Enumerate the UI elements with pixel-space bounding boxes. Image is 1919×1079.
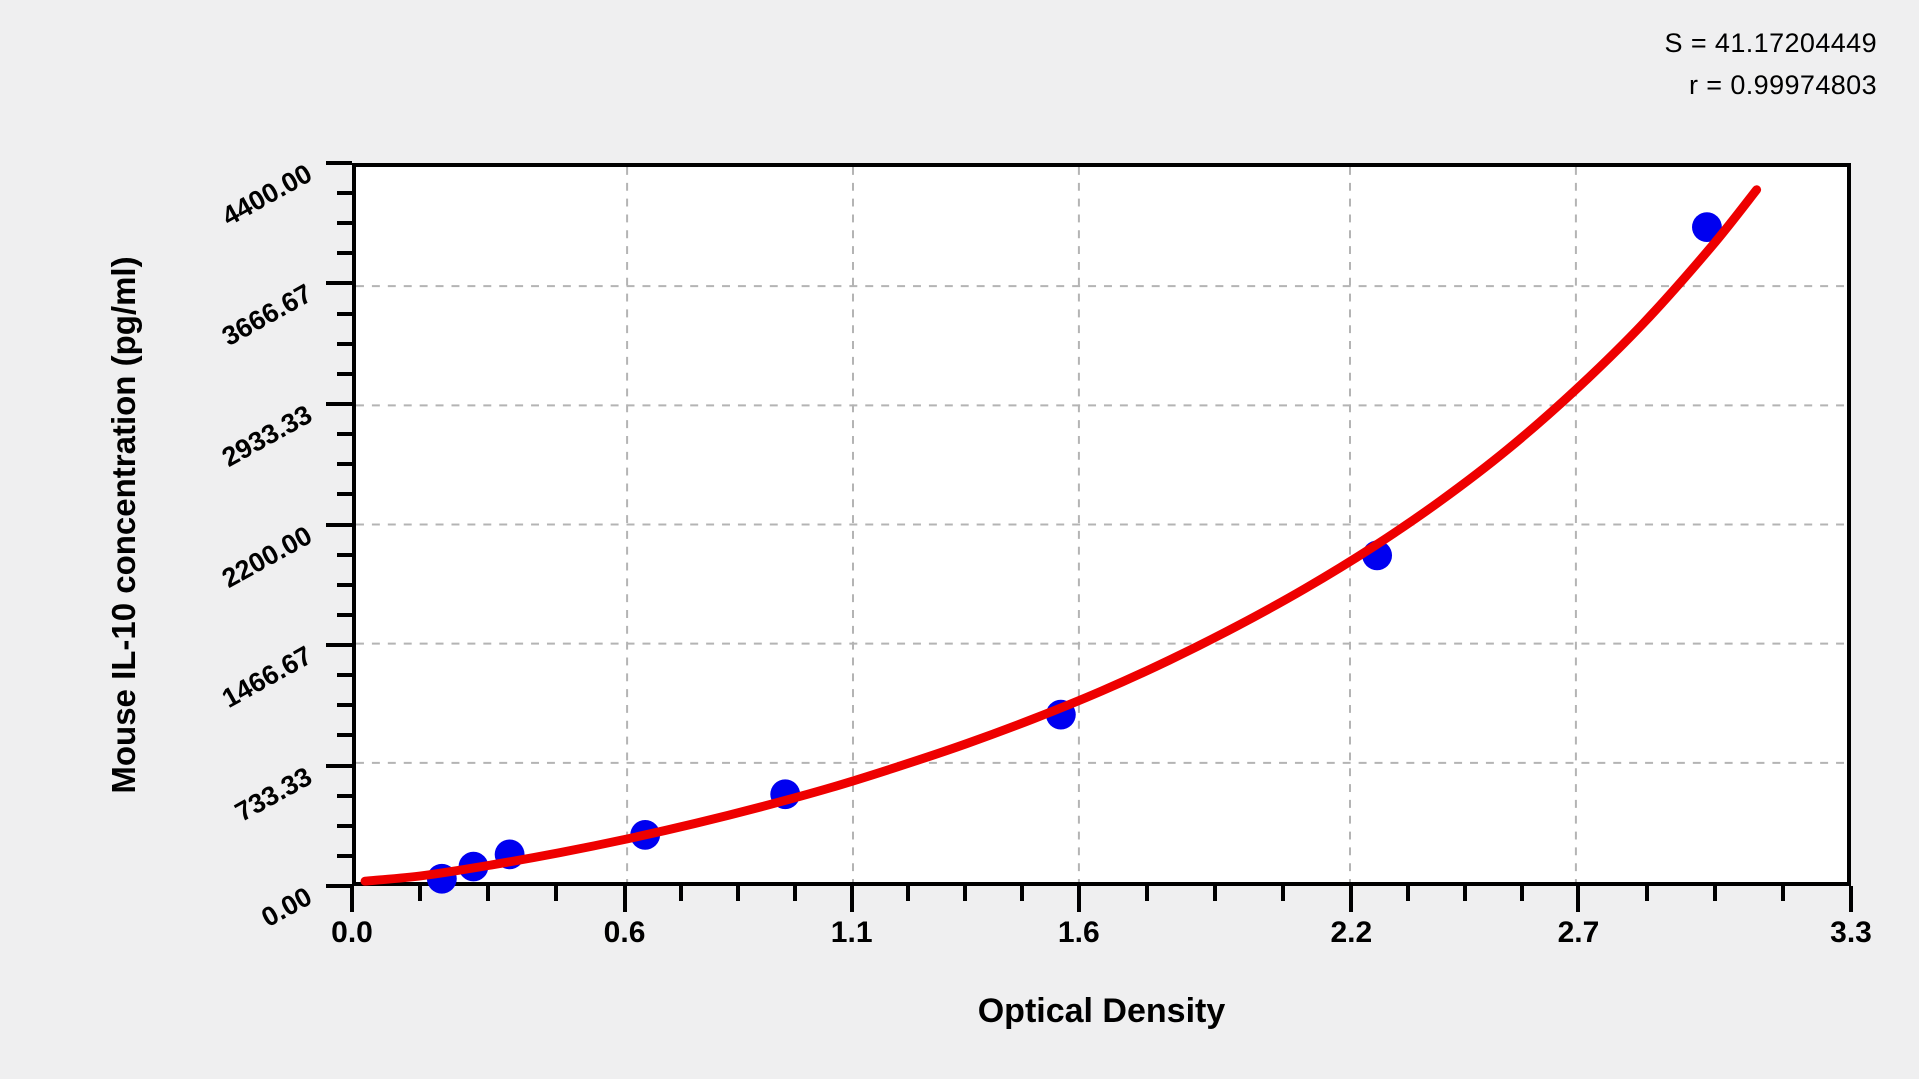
y-tick-label: 0.00 — [256, 881, 318, 933]
y-tick-minor — [337, 492, 352, 497]
y-tick-minor — [337, 823, 352, 828]
x-tick-label: 1.6 — [1057, 916, 1100, 949]
y-tick-major — [326, 522, 352, 527]
y-tick-minor — [337, 853, 352, 858]
x-tick-minor — [418, 886, 423, 901]
x-tick-minor — [1644, 886, 1649, 901]
x-tick-minor — [792, 886, 797, 901]
y-tick-label: 733.33 — [230, 760, 318, 827]
x-tick-minor — [1462, 886, 1467, 901]
x-axis-title: Optical Density — [977, 992, 1226, 1030]
y-tick-minor — [337, 341, 352, 346]
x-tick-minor — [1519, 886, 1524, 901]
x-tick-major — [1849, 886, 1853, 912]
x-tick-minor — [679, 886, 684, 901]
data-point — [1692, 212, 1722, 242]
x-tick-label: 2.2 — [1330, 916, 1373, 949]
data-layer — [360, 185, 1762, 894]
y-tick-major — [326, 161, 352, 165]
grid-lines — [356, 167, 1847, 882]
plot-area — [352, 163, 1851, 894]
fit-curve — [360, 185, 1762, 886]
y-tick-minor — [337, 703, 352, 708]
x-tick-minor — [554, 886, 559, 901]
x-tick-major — [1576, 886, 1581, 912]
x-axis-tick-labels: 0.0 0.6 1.1 1.6 2.2 2.7 3.3 — [331, 916, 1872, 966]
x-tick-label: 2.7 — [1557, 916, 1600, 949]
x-tick-label: 0.0 — [331, 916, 373, 949]
x-tick-minor — [1020, 886, 1024, 901]
y-tick-major — [326, 402, 352, 406]
statistic-r-label: r = 0.99974803 — [1688, 70, 1877, 100]
x-tick-major — [1076, 886, 1081, 912]
x-tick-label: 3.3 — [1830, 916, 1872, 949]
y-tick-major — [326, 884, 352, 888]
x-tick-minor — [906, 886, 911, 901]
y-tick-label: 1466.67 — [217, 640, 318, 714]
y-tick-label: 2933.33 — [217, 399, 318, 473]
x-tick-minor — [1780, 886, 1785, 901]
x-tick-major — [622, 886, 627, 912]
y-tick-minor — [337, 251, 352, 256]
x-tick-minor — [1712, 886, 1717, 901]
x-tick-label: 1.1 — [830, 916, 873, 949]
y-tick-minor — [337, 221, 352, 226]
x-tick-minor — [486, 886, 491, 901]
x-tick-major — [849, 886, 854, 912]
x-tick-major — [1349, 886, 1354, 912]
x-tick-minor — [1281, 886, 1286, 901]
y-tick-minor — [337, 733, 352, 738]
x-tick-minor — [1144, 886, 1149, 901]
y-tick-minor — [337, 673, 352, 678]
x-tick-major — [350, 886, 354, 912]
y-tick-label: 2200.00 — [217, 519, 318, 594]
x-tick-minor — [963, 886, 968, 901]
x-tick-minor — [1213, 886, 1218, 901]
y-tick-minor — [337, 191, 352, 196]
x-tick-minor — [1406, 886, 1411, 901]
y-tick-minor — [337, 432, 352, 437]
statistic-s-label: S = 41.17204449 — [1664, 28, 1877, 58]
y-tick-minor — [337, 793, 352, 798]
y-tick-minor — [337, 462, 352, 467]
y-tick-minor — [337, 582, 352, 587]
y-tick-minor — [337, 612, 352, 617]
y-tick-major — [326, 281, 352, 286]
y-tick-minor — [337, 552, 352, 557]
y-tick-label: 4400.00 — [217, 158, 318, 232]
y-tick-minor — [337, 311, 352, 316]
y-tick-major — [326, 763, 352, 768]
x-tick-label: 0.6 — [603, 916, 646, 949]
y-tick-minor — [337, 371, 352, 376]
y-axis-tick-labels: 0.00 733.33 1466.67 2200.00 2933.33 3666.67 44… — [0, 158, 330, 933]
x-tick-minor — [736, 886, 741, 901]
y-tick-major — [326, 642, 352, 647]
x-axis-ticks — [350, 886, 1853, 916]
y-tick-label: 3666.67 — [217, 278, 318, 353]
